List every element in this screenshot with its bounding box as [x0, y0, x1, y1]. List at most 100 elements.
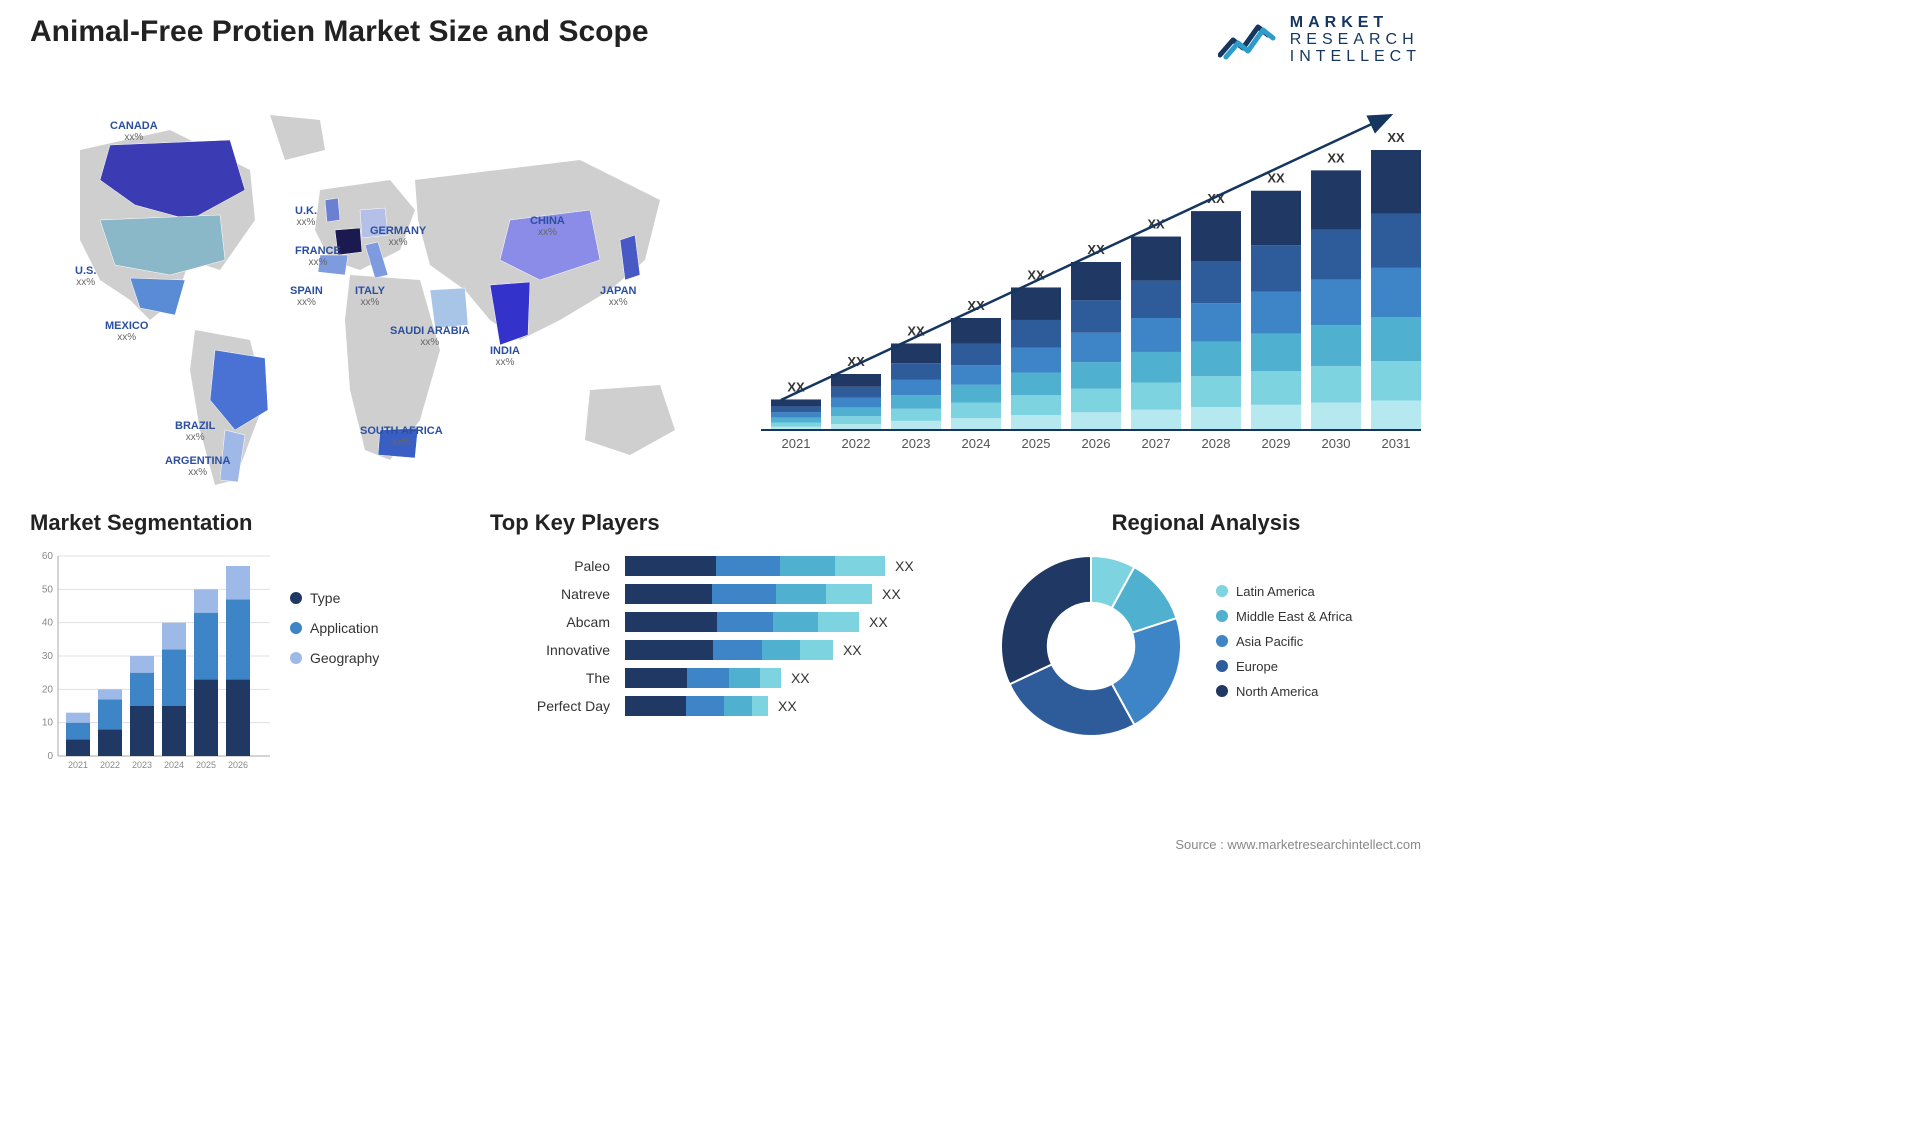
source-label: Source : www.marketresearchintellect.com — [1175, 837, 1421, 852]
map-label-argentina: ARGENTINAxx% — [165, 455, 230, 478]
region-legend-north-america: North America — [1216, 684, 1352, 699]
player-bar-segment — [818, 612, 859, 632]
page-title: Animal-Free Protien Market Size and Scop… — [30, 15, 649, 49]
seg-legend-application: Application — [290, 620, 379, 636]
player-name: The — [490, 670, 625, 686]
player-name: Paleo — [490, 558, 625, 574]
segmentation-legend: Type Application Geography — [290, 590, 379, 680]
segmentation-chart: 0102030405060202120222023202420252026 — [30, 546, 270, 776]
map-label-canada: CANADAxx% — [110, 120, 158, 143]
map-label-italy: ITALYxx% — [355, 285, 385, 308]
main-bar-chart: XX2021XX2022XX2023XX2024XX2025XX2026XX20… — [761, 90, 1421, 460]
map-label-saudi-arabia: SAUDI ARABIAxx% — [390, 325, 470, 348]
player-row-paleo: Paleo XX — [490, 556, 970, 576]
player-bar — [625, 640, 833, 660]
player-bar-segment — [776, 584, 826, 604]
brand-logo: MARKET RESEARCH INTELLECT — [1218, 15, 1421, 65]
player-row-natreve: Natreve XX — [490, 584, 970, 604]
player-value: XX — [869, 614, 888, 630]
player-bar — [625, 612, 859, 632]
svg-text:2031: 2031 — [1382, 436, 1411, 451]
svg-text:30: 30 — [42, 651, 54, 662]
player-bar-segment — [625, 556, 716, 576]
map-label-india: INDIAxx% — [490, 345, 520, 368]
player-bar-segment — [625, 640, 713, 660]
player-row-perfect-day: Perfect DayXX — [490, 696, 970, 716]
legend-label: Geography — [310, 650, 379, 666]
svg-text:2028: 2028 — [1202, 436, 1231, 451]
regional-donut — [991, 546, 1191, 746]
svg-text:2026: 2026 — [228, 760, 248, 770]
svg-text:2021: 2021 — [68, 760, 88, 770]
player-row-abcam: Abcam XX — [490, 612, 970, 632]
svg-text:XX: XX — [1387, 130, 1405, 145]
player-value: XX — [843, 642, 862, 658]
logo-icon — [1218, 15, 1278, 65]
svg-text:40: 40 — [42, 618, 54, 629]
player-bar-segment — [773, 612, 819, 632]
segmentation-title: Market Segmentation — [30, 510, 430, 536]
svg-text:2023: 2023 — [902, 436, 931, 451]
svg-text:10: 10 — [42, 718, 54, 729]
player-bar-segment — [729, 668, 760, 688]
map-label-u-k-: U.K.xx% — [295, 205, 317, 228]
legend-dot — [1216, 610, 1228, 622]
player-value: XX — [895, 558, 914, 574]
player-name: Abcam — [490, 614, 625, 630]
player-value: XX — [778, 698, 797, 714]
player-bar-segment — [716, 556, 780, 576]
player-bar-segment — [625, 612, 717, 632]
region-legend-middle-east---africa: Middle East & Africa — [1216, 609, 1352, 624]
player-value: XX — [882, 586, 901, 602]
player-name: Natreve — [490, 586, 625, 602]
world-map: CANADAxx% U.S.xx% MEXICOxx% BRAZILxx% ARGENT… — [20, 90, 720, 490]
regional-section: Regional Analysis Latin America Middle Ea… — [991, 510, 1421, 746]
main-chart-svg: XX2021XX2022XX2023XX2024XX2025XX2026XX20… — [761, 90, 1421, 460]
svg-text:XX: XX — [1327, 150, 1345, 165]
player-bar-segment — [835, 556, 885, 576]
svg-text:0: 0 — [47, 751, 53, 762]
player-bar-segment — [712, 584, 776, 604]
logo-line1: MARKET — [1290, 15, 1421, 32]
map-label-mexico: MEXICOxx% — [105, 320, 148, 343]
seg-legend-type: Type — [290, 590, 379, 606]
segmentation-section: Market Segmentation 01020304050602021202… — [30, 510, 430, 781]
map-label-brazil: BRAZILxx% — [175, 420, 215, 443]
player-value: XX — [791, 670, 810, 686]
player-bar — [625, 584, 872, 604]
player-bar — [625, 696, 768, 716]
legend-label: Middle East & Africa — [1236, 609, 1352, 624]
player-bar — [625, 668, 781, 688]
player-bar-segment — [752, 696, 769, 716]
svg-text:2025: 2025 — [196, 760, 216, 770]
svg-text:20: 20 — [42, 684, 54, 695]
map-label-u-s-: U.S.xx% — [75, 265, 96, 288]
player-row-innovative: InnovativeXX — [490, 640, 970, 660]
legend-label: Type — [310, 590, 340, 606]
player-bar-segment — [687, 668, 729, 688]
player-bar-segment — [760, 668, 781, 688]
map-label-japan: JAPANxx% — [600, 285, 636, 308]
player-bar-segment — [625, 668, 687, 688]
legend-label: Asia Pacific — [1236, 634, 1303, 649]
player-bar-segment — [780, 556, 835, 576]
svg-text:2025: 2025 — [1022, 436, 1051, 451]
svg-text:2030: 2030 — [1322, 436, 1351, 451]
region-legend-asia-pacific: Asia Pacific — [1216, 634, 1352, 649]
player-bar-segment — [724, 696, 752, 716]
svg-text:2029: 2029 — [1262, 436, 1291, 451]
svg-text:60: 60 — [42, 551, 54, 562]
player-bar-segment — [826, 584, 872, 604]
regional-title: Regional Analysis — [991, 510, 1421, 536]
seg-legend-geography: Geography — [290, 650, 379, 666]
legend-dot — [290, 592, 302, 604]
legend-dot — [1216, 585, 1228, 597]
legend-label: Application — [310, 620, 379, 636]
player-bar-segment — [686, 696, 725, 716]
legend-dot — [1216, 660, 1228, 672]
players-section: Top Key Players PaleoXXNatreveXXAbcamXXI… — [490, 510, 970, 724]
legend-label: Latin America — [1236, 584, 1315, 599]
svg-text:2022: 2022 — [100, 760, 120, 770]
svg-text:XX: XX — [1267, 171, 1285, 186]
map-label-spain: SPAINxx% — [290, 285, 323, 308]
